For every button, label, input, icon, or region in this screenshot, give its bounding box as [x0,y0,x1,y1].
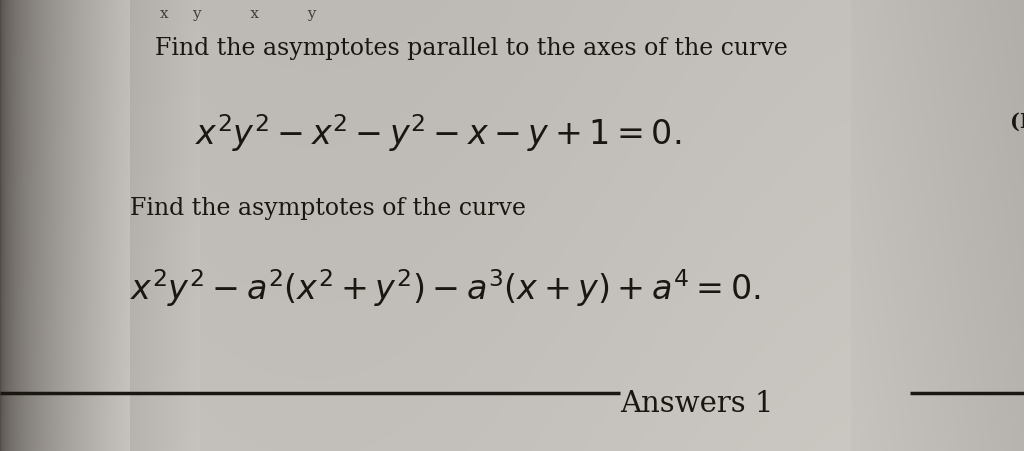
Text: $x^2y^2 - a^2(x^2 + y^2) - a^3(x + y) + a^4 = 0.$: $x^2y^2 - a^2(x^2 + y^2) - a^3(x + y) + … [130,267,761,308]
Text: Find the asymptotes of the curve: Find the asymptotes of the curve [130,197,526,220]
Text: (E: (E [1010,112,1024,132]
Text: x     y          x          y: x y x y [160,7,316,21]
Text: $x^2y^2 - x^2 - y^2 - x - y + 1 = 0.$: $x^2y^2 - x^2 - y^2 - x - y + 1 = 0.$ [195,112,681,153]
Text: Answers 1: Answers 1 [620,389,773,417]
Text: Find the asymptotes parallel to the axes of the curve: Find the asymptotes parallel to the axes… [155,37,787,60]
